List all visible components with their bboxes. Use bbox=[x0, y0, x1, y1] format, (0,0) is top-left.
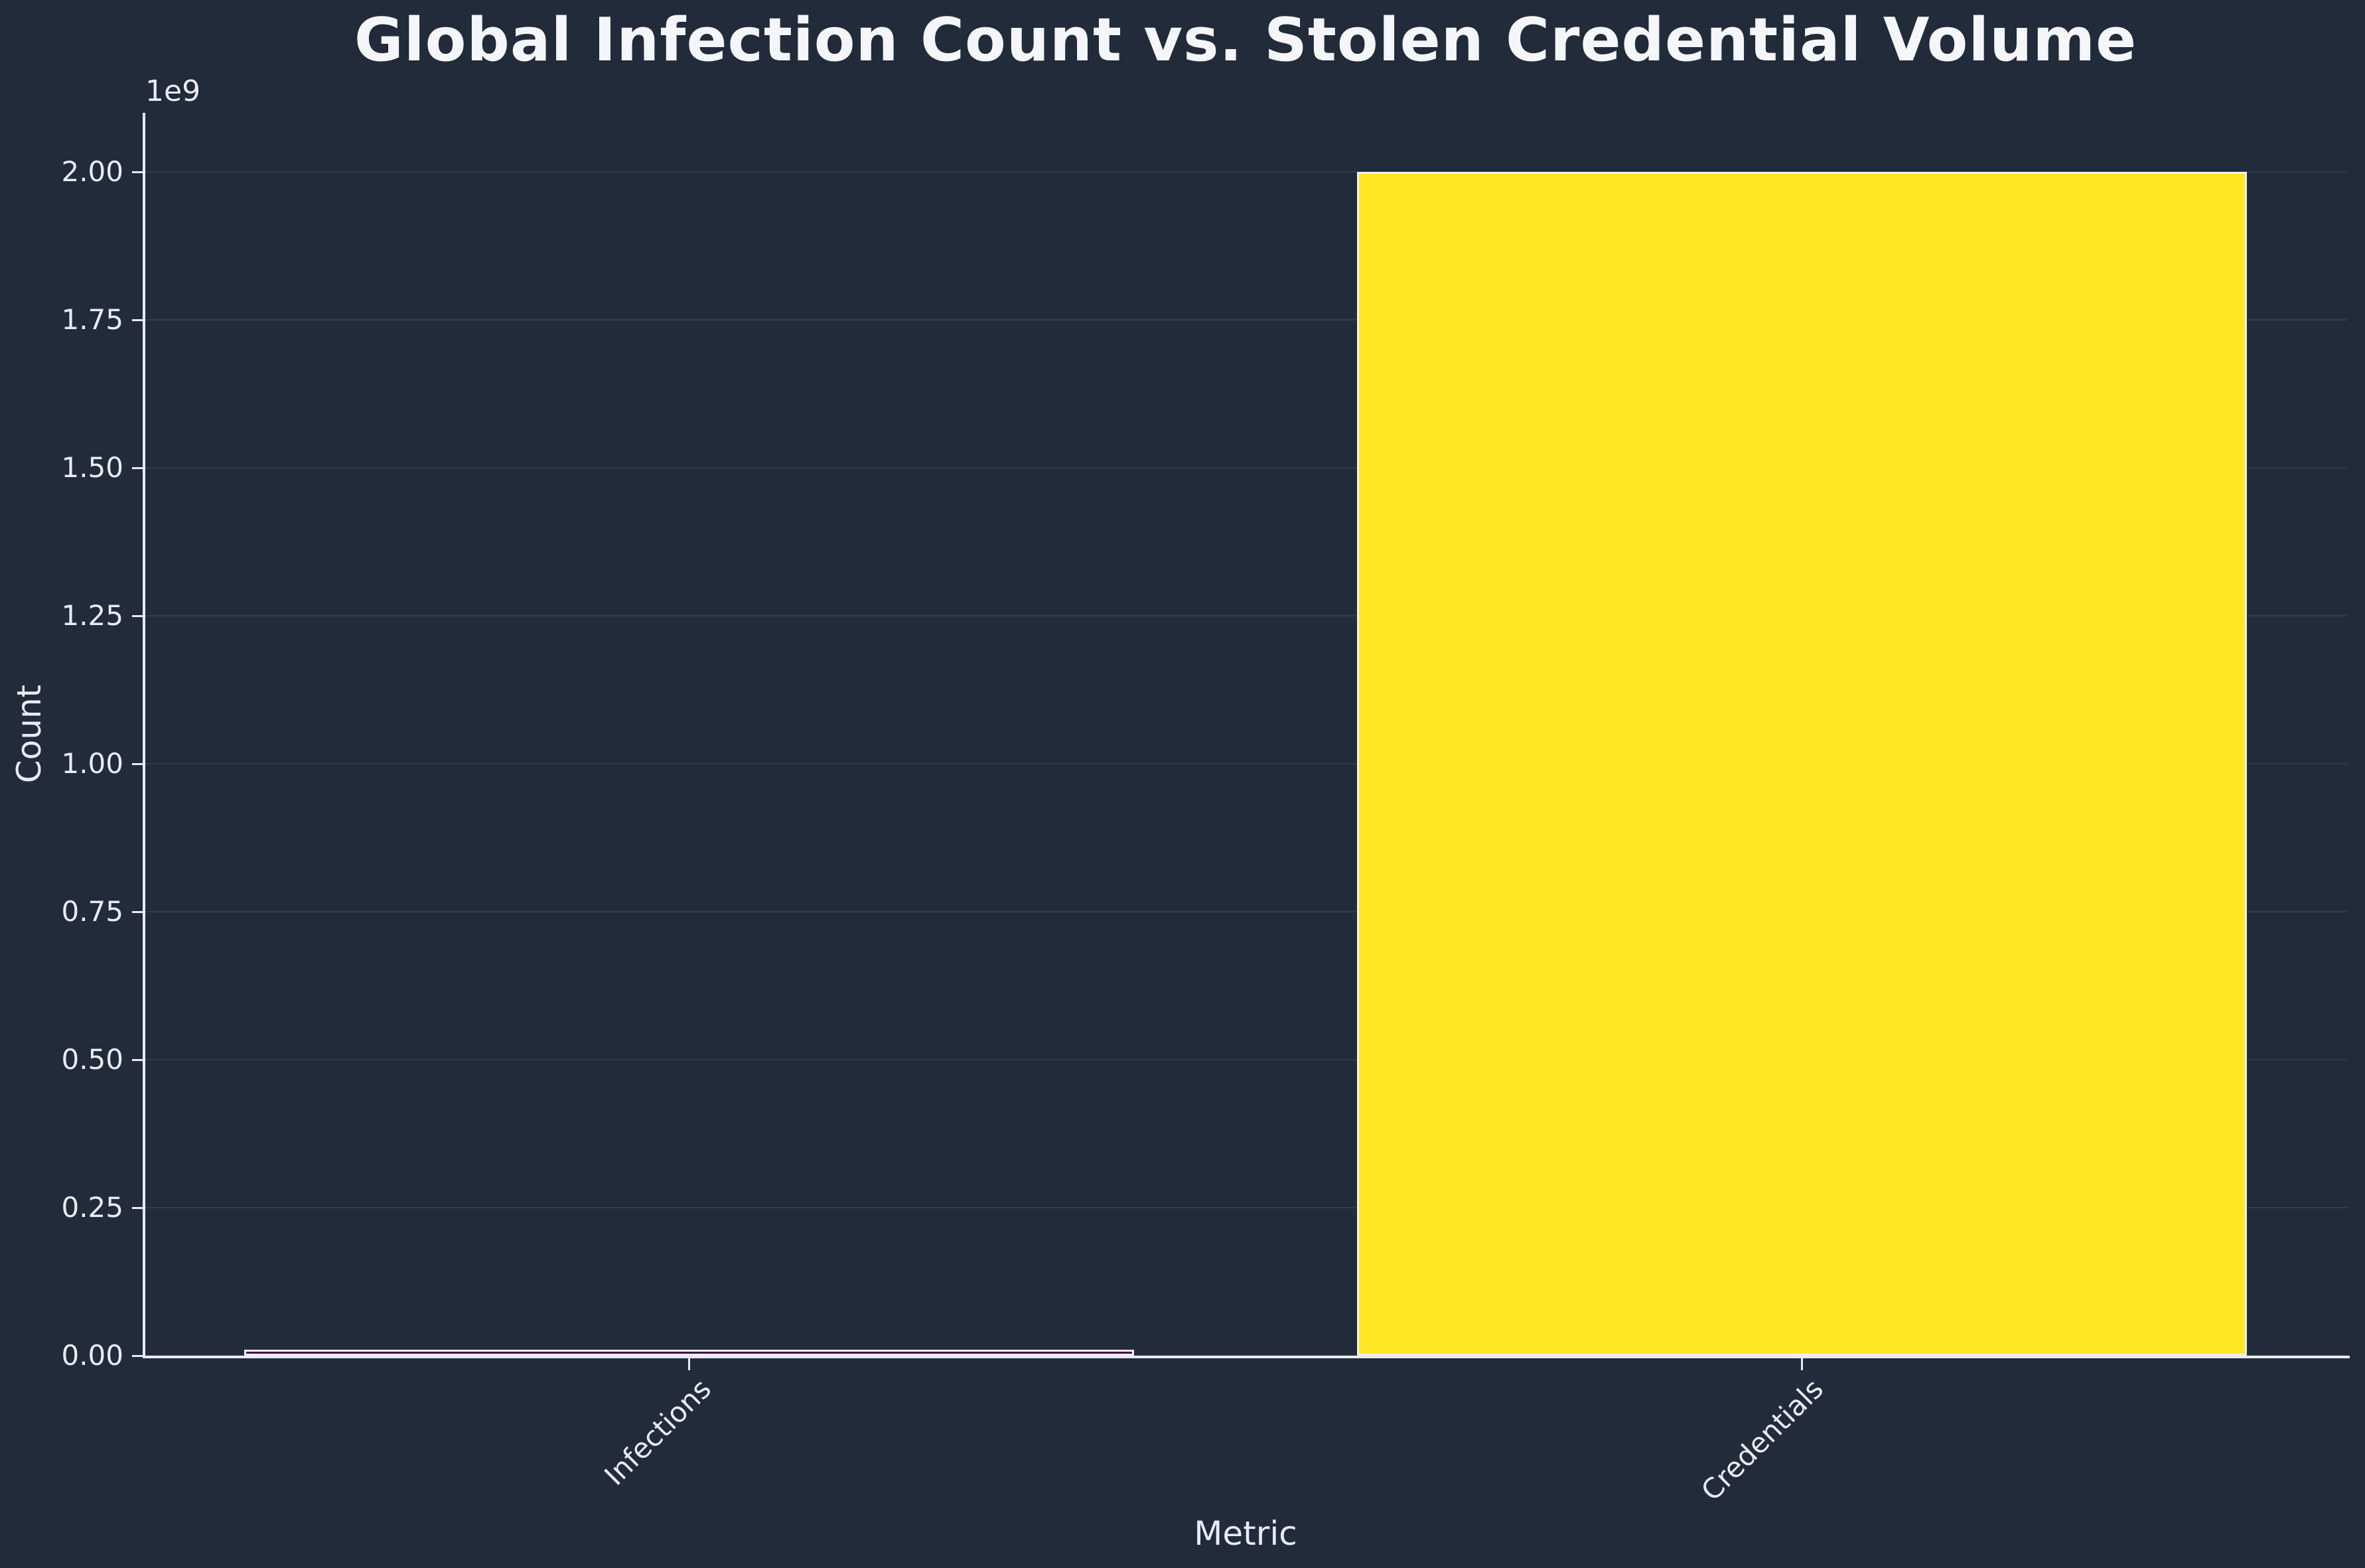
y-gridline bbox=[144, 319, 2347, 321]
y-tick-mark bbox=[132, 1058, 144, 1061]
bar-infections bbox=[244, 1350, 1135, 1356]
y-gridline bbox=[144, 467, 2347, 469]
y-gridline bbox=[144, 171, 2347, 173]
y-tick-mark bbox=[132, 762, 144, 765]
y-gridline bbox=[144, 1207, 2347, 1209]
y-tick-mark bbox=[132, 910, 144, 913]
y-tick-mark bbox=[132, 319, 144, 321]
x-tick-label: Infections bbox=[597, 1372, 717, 1492]
y-tick-label: 0.25 bbox=[61, 1191, 123, 1224]
y-axis-spine bbox=[143, 113, 145, 1358]
y-axis-offset-label: 1e9 bbox=[145, 74, 201, 108]
y-gridline bbox=[144, 615, 2347, 617]
y-tick-mark bbox=[132, 1354, 144, 1357]
x-axis-label: Metric bbox=[1194, 1514, 1297, 1553]
y-gridline bbox=[144, 1059, 2347, 1061]
chart-title: Global Infection Count vs. Stolen Creden… bbox=[354, 5, 2137, 75]
bar-credentials bbox=[1356, 172, 2248, 1356]
y-tick-label: 1.50 bbox=[61, 451, 123, 484]
y-tick-mark bbox=[132, 1206, 144, 1209]
y-tick-mark bbox=[132, 171, 144, 173]
x-tick-mark bbox=[1800, 1358, 1803, 1370]
y-tick-label: 1.25 bbox=[61, 599, 123, 632]
x-tick-label: Credentials bbox=[1695, 1372, 1830, 1508]
y-tick-label: 2.00 bbox=[61, 155, 123, 188]
y-tick-label: 0.00 bbox=[61, 1339, 123, 1372]
y-tick-label: 0.75 bbox=[61, 895, 123, 928]
y-tick-label: 1.75 bbox=[61, 303, 123, 336]
y-tick-mark bbox=[132, 466, 144, 469]
y-tick-label: 0.50 bbox=[61, 1043, 123, 1076]
x-axis-spine bbox=[143, 1356, 2350, 1358]
y-tick-mark bbox=[132, 614, 144, 617]
y-gridline bbox=[144, 763, 2347, 765]
y-gridline bbox=[144, 911, 2347, 913]
x-tick-mark bbox=[688, 1358, 691, 1370]
y-tick-label: 1.00 bbox=[61, 747, 123, 780]
